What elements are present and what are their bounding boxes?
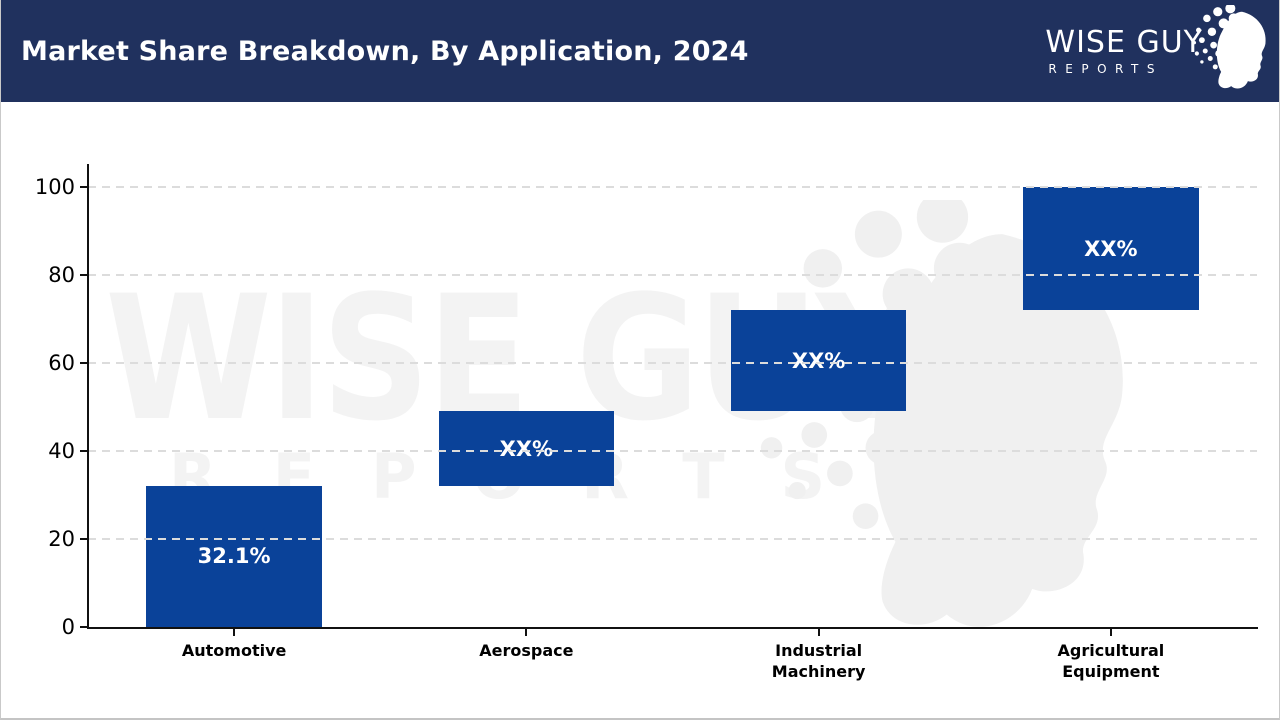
bar-value-label: XX% <box>791 348 846 373</box>
brand-name: WISE GUY <box>1045 24 1203 60</box>
bar-value-label: XX% <box>499 436 554 461</box>
header-bar: Market Share Breakdown, By Application, … <box>1 0 1280 102</box>
y-tick-label: 60 <box>48 351 75 375</box>
y-tick-label: 100 <box>34 175 75 199</box>
brand-sub: REPORTS <box>1048 61 1163 76</box>
x-tick-mark <box>1109 629 1112 636</box>
y-axis-line <box>87 164 89 629</box>
brand-text: WISE GUY REPORTS <box>1045 24 1203 76</box>
y-tick-mark <box>80 538 88 540</box>
category-label: Automotive <box>181 641 287 660</box>
page-title: Market Share Breakdown, By Application, … <box>21 35 749 67</box>
category-label: Agricultural Equipment <box>1057 641 1165 681</box>
bar-value-label: 32.1% <box>197 544 271 569</box>
y-tick-label: 80 <box>48 263 75 287</box>
bar-segment: XX% <box>730 310 907 412</box>
bar-segment: XX% <box>1023 187 1199 311</box>
x-tick-mark <box>817 629 820 636</box>
y-tick-label: 20 <box>48 527 75 551</box>
bar-segment: 32.1% <box>146 485 322 627</box>
brand-logo: WISE GUY REPORTS <box>1045 5 1280 97</box>
x-tick-mark <box>233 629 236 636</box>
y-tick-label: 0 <box>61 615 75 639</box>
y-tick-mark <box>80 626 88 628</box>
y-tick-label: 40 <box>48 439 75 463</box>
y-tick-mark <box>80 274 88 276</box>
category-label: Aerospace <box>479 641 574 660</box>
y-tick-mark <box>80 186 88 188</box>
x-tick-mark <box>525 629 528 636</box>
bar-segment: XX% <box>438 411 615 486</box>
category-label: Industrial Machinery <box>771 641 866 681</box>
y-tick-mark <box>80 362 88 364</box>
x-axis-line <box>87 627 1258 629</box>
bar-value-label: XX% <box>1084 236 1138 261</box>
y-tick-mark <box>80 450 88 452</box>
